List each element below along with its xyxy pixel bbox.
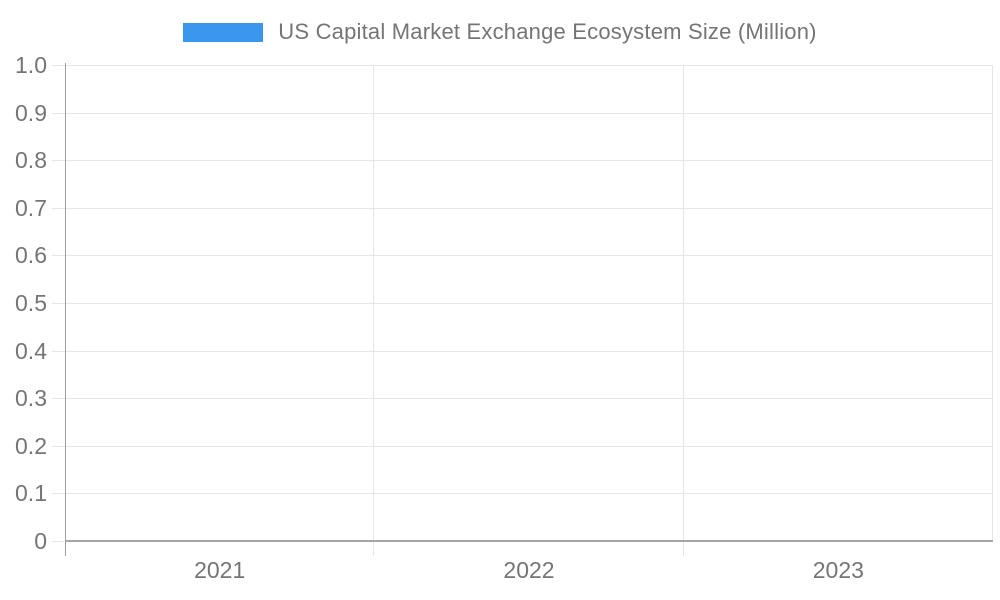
gridline-vertical xyxy=(373,65,375,556)
legend[interactable]: US Capital Market Exchange Ecosystem Siz… xyxy=(0,19,1000,45)
y-axis-line xyxy=(65,63,66,556)
y-tick-label: 1.0 xyxy=(15,52,47,78)
x-tick-label: 2021 xyxy=(194,557,246,583)
gridline-vertical xyxy=(682,65,684,556)
gridline-horizontal xyxy=(52,350,993,352)
plot-area: 1.0 0.9 0.8 0.7 0.6 0.5 0.4 0.3 0.2 0.1 0 2021 2022 2… xyxy=(15,53,993,583)
legend-label[interactable]: US Capital Market Exchange Ecosystem Siz… xyxy=(278,19,817,44)
y-tick-label: 0.1 xyxy=(15,480,47,507)
legend-swatch-icon[interactable] xyxy=(183,22,264,42)
gridline-horizontal xyxy=(52,65,993,66)
y-tick-label: 0.8 xyxy=(15,147,47,174)
y-tick-label: 0.7 xyxy=(15,194,47,221)
x-tick-label: 2023 xyxy=(812,557,864,583)
y-tick-label: 0.6 xyxy=(15,242,47,269)
gridline-horizontal xyxy=(52,112,993,114)
gridline-horizontal xyxy=(52,255,993,257)
y-tick-label: 0.5 xyxy=(15,290,47,316)
x-tick-label: 2022 xyxy=(503,557,555,583)
gridline-horizontal xyxy=(52,445,993,447)
gridline-horizontal xyxy=(52,398,993,400)
y-tick-label: 0.9 xyxy=(15,99,47,126)
y-tick-label: 0.4 xyxy=(15,337,47,364)
y-tick-label: 0.2 xyxy=(15,432,47,459)
gridline-horizontal xyxy=(52,207,993,209)
gridline-horizontal xyxy=(52,493,993,495)
y-tick-label: 0 xyxy=(34,528,47,554)
gridline-horizontal xyxy=(52,303,993,304)
y-tick-label: 0.3 xyxy=(15,385,47,412)
gridline-horizontal xyxy=(52,160,993,162)
x-axis-line xyxy=(65,540,993,542)
